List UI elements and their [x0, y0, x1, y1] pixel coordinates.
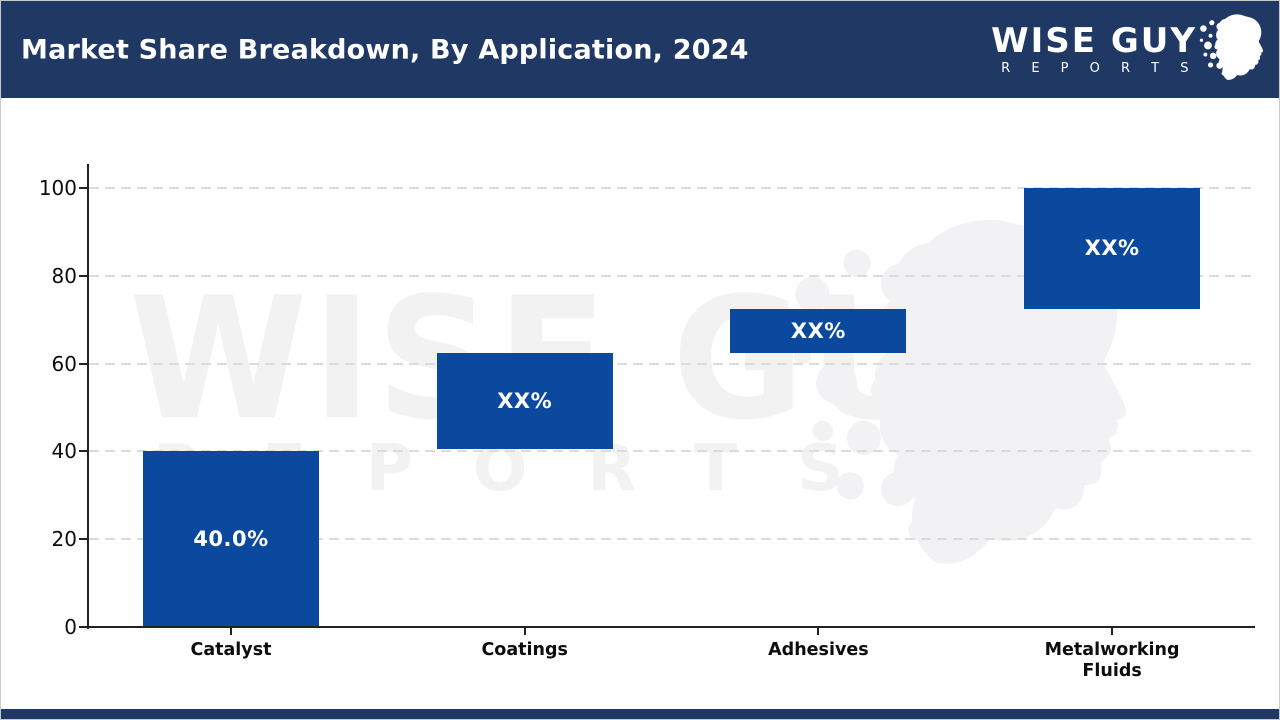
y-tick-label: 60 — [51, 351, 77, 376]
y-tick — [79, 626, 87, 628]
x-category-label: Coatings — [481, 640, 568, 660]
y-tick — [79, 538, 87, 541]
y-tick — [79, 187, 87, 190]
y-tick-label: 0 — [64, 615, 77, 639]
bar: XX% — [436, 352, 613, 450]
bar-label: XX% — [790, 318, 846, 343]
y-tick-label: 80 — [51, 263, 77, 288]
footer-bar — [1, 709, 1279, 719]
x-category-label: Metalworking Fluids — [1044, 640, 1180, 682]
y-tick-label: 40 — [51, 439, 77, 464]
x-tick — [817, 628, 820, 635]
bar: 40.0% — [143, 451, 319, 627]
gridline — [89, 362, 1254, 365]
x-category-label: Adhesives — [768, 640, 869, 660]
bar-label: XX% — [1084, 236, 1140, 261]
y-tick-label: 100 — [38, 176, 77, 201]
gridline — [89, 187, 1254, 190]
logo-wordmark: WISE GUY R E P O R T S — [991, 21, 1197, 76]
bar-label: XX% — [497, 388, 553, 413]
gridline — [89, 538, 1254, 541]
y-tick — [79, 362, 87, 365]
x-category-label: Catalyst — [190, 640, 272, 660]
y-axis — [87, 164, 89, 629]
gridline — [89, 450, 1254, 453]
y-tick-label: 20 — [51, 527, 77, 552]
x-tick — [523, 628, 526, 635]
logo-reports-text: R E P O R T S — [1001, 60, 1197, 76]
wiseguy-logo: WISE GUY R E P O R T S — [991, 5, 1271, 95]
page-title: Market Share Breakdown, By Application, … — [21, 34, 749, 65]
gridline — [89, 274, 1254, 277]
y-tick — [79, 274, 87, 277]
x-tick — [1111, 628, 1114, 635]
x-tick — [230, 628, 232, 635]
bar: XX% — [1024, 188, 1201, 309]
wiseguy-face-icon — [1199, 14, 1264, 80]
report-header: Market Share Breakdown, By Application, … — [1, 1, 1279, 98]
bar: XX% — [730, 308, 907, 353]
y-tick — [79, 450, 87, 453]
logo-wiseguy-text: WISE GUY — [991, 21, 1197, 62]
x-axis — [87, 626, 1255, 628]
bar-label: 40.0% — [193, 527, 269, 552]
